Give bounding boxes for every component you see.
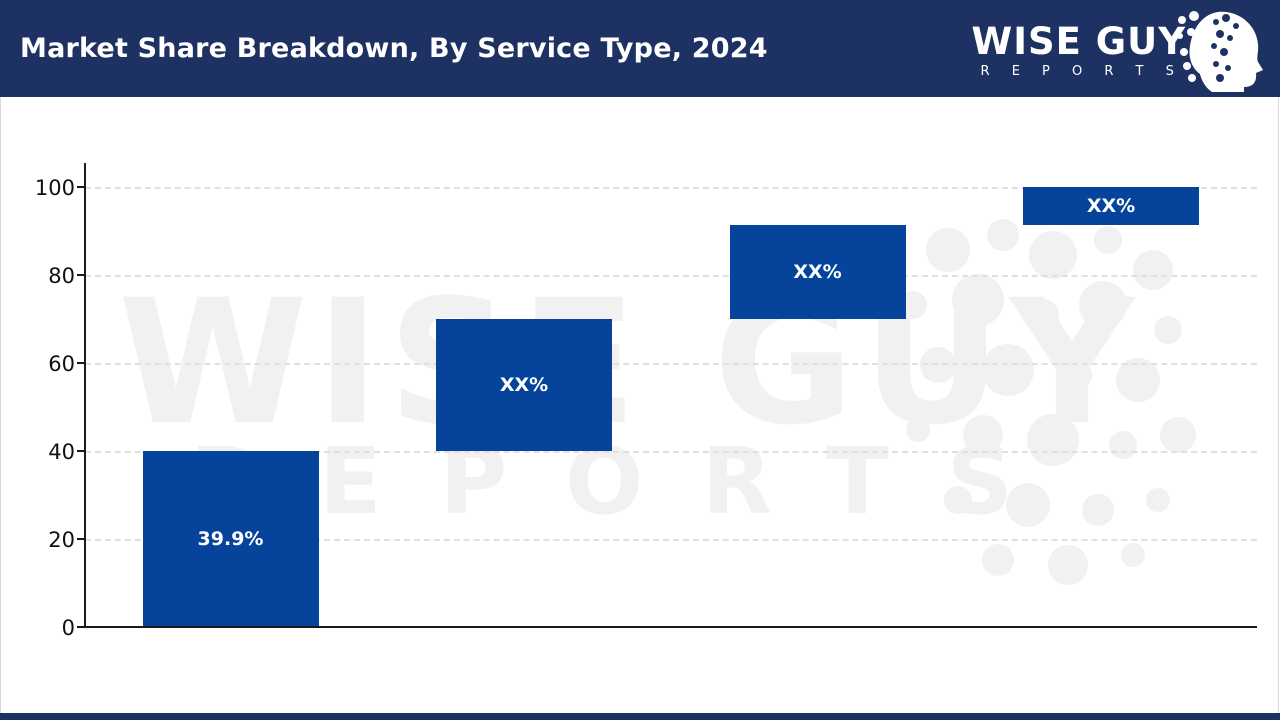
y-tick-label: 0 bbox=[61, 616, 75, 640]
y-tick-label: 20 bbox=[48, 528, 75, 552]
y-tick-label: 60 bbox=[48, 352, 75, 376]
header-bar: Market Share Breakdown, By Service Type,… bbox=[0, 0, 1280, 97]
gridline bbox=[85, 539, 1257, 541]
y-tick-mark bbox=[77, 450, 84, 452]
brand-logo-text: WISE GUY R E P O R T S bbox=[971, 19, 1186, 79]
footer-bar bbox=[0, 713, 1280, 720]
bar-value-label: 39.9% bbox=[197, 528, 264, 551]
watermark-dots-head bbox=[899, 219, 1196, 585]
brand-name: WISE GUY bbox=[971, 19, 1186, 63]
bar-segment: 39.9% bbox=[142, 451, 319, 627]
gridline bbox=[85, 187, 1257, 189]
page-title: Market Share Breakdown, By Service Type,… bbox=[20, 33, 768, 64]
y-tick-mark bbox=[77, 186, 84, 188]
bar-value-label: XX% bbox=[499, 374, 549, 396]
bar-value-label: XX% bbox=[1086, 195, 1136, 218]
page-border-right bbox=[1278, 97, 1279, 720]
gridline bbox=[85, 275, 1257, 277]
y-tick-label: 80 bbox=[48, 264, 75, 288]
page-border-left bbox=[0, 97, 1, 720]
y-tick-mark bbox=[77, 362, 84, 364]
bar-value-label: XX% bbox=[793, 261, 842, 284]
bar-segment: XX% bbox=[436, 319, 612, 451]
y-tick-mark bbox=[77, 626, 84, 628]
y-tick-mark bbox=[77, 538, 84, 540]
bar-segment: XX% bbox=[1023, 187, 1199, 226]
gridline bbox=[85, 363, 1257, 365]
y-tick-label: 40 bbox=[48, 440, 75, 464]
brand-logo: WISE GUY R E P O R T S bbox=[971, 8, 1264, 93]
y-axis-line bbox=[84, 163, 86, 628]
bar-segment: XX% bbox=[729, 225, 906, 319]
y-tick-label: 100 bbox=[34, 176, 75, 200]
y-tick-mark bbox=[77, 274, 84, 276]
gridline bbox=[85, 451, 1257, 453]
x-axis-line bbox=[84, 626, 1257, 628]
head-silhouette-icon bbox=[1172, 8, 1264, 93]
brand-tagline: R E P O R T S bbox=[980, 63, 1183, 79]
